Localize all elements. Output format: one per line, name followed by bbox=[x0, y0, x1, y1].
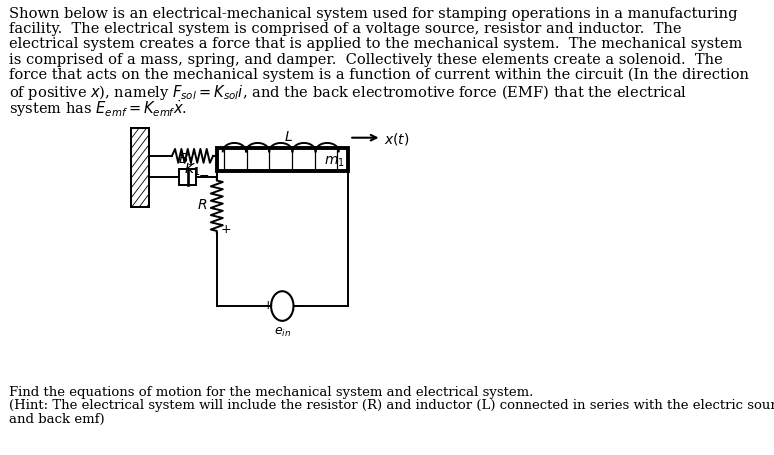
Text: electrical system creates a force that is applied to the mechanical system.  The: electrical system creates a force that i… bbox=[9, 37, 742, 51]
Text: of positive $x$), namely $F_{sol} = K_{sol}i$, and the back electromotive force : of positive $x$), namely $F_{sol} = K_{s… bbox=[9, 83, 687, 102]
Text: force that acts on the mechanical system is a function of current within the cir: force that acts on the mechanical system… bbox=[9, 68, 748, 82]
Circle shape bbox=[271, 292, 293, 321]
Text: $B_1$: $B_1$ bbox=[178, 152, 194, 168]
Text: $m_1$: $m_1$ bbox=[324, 155, 344, 169]
Text: Shown below is an electrical-mechanical system used for stamping operations in a: Shown below is an electrical-mechanical … bbox=[9, 7, 738, 20]
Bar bbox=[180, 170, 196, 186]
Text: $e_{in}$: $e_{in}$ bbox=[274, 325, 291, 338]
Text: $-$: $-$ bbox=[292, 298, 303, 311]
Text: system has $E_{emf} = K_{emf}\dot{x}$.: system has $E_{emf} = K_{emf}\dot{x}$. bbox=[9, 98, 187, 119]
Bar bbox=[132, 129, 149, 208]
Text: $L$: $L$ bbox=[284, 129, 293, 143]
Text: facility.  The electrical system is comprised of a voltage source, resistor and : facility. The electrical system is compr… bbox=[9, 22, 681, 36]
Text: $-$: $-$ bbox=[198, 169, 209, 182]
Text: $x(t)$: $x(t)$ bbox=[384, 131, 409, 147]
Text: (Hint: The electrical system will include the resistor (R) and inductor (L) conn: (Hint: The electrical system will includ… bbox=[9, 399, 774, 411]
Text: $+$: $+$ bbox=[220, 223, 231, 236]
Text: $K_1$: $K_1$ bbox=[184, 162, 200, 178]
Text: and back emf): and back emf) bbox=[9, 412, 104, 425]
Text: Find the equations of motion for the mechanical system and electrical system.: Find the equations of motion for the mec… bbox=[9, 385, 533, 398]
Text: is comprised of a mass, spring, and damper.  Collectively these elements create : is comprised of a mass, spring, and damp… bbox=[9, 52, 722, 66]
Text: $R$: $R$ bbox=[197, 197, 207, 211]
Bar bbox=[217, 148, 348, 172]
Text: $+$: $+$ bbox=[262, 298, 273, 311]
Bar bbox=[132, 129, 149, 208]
